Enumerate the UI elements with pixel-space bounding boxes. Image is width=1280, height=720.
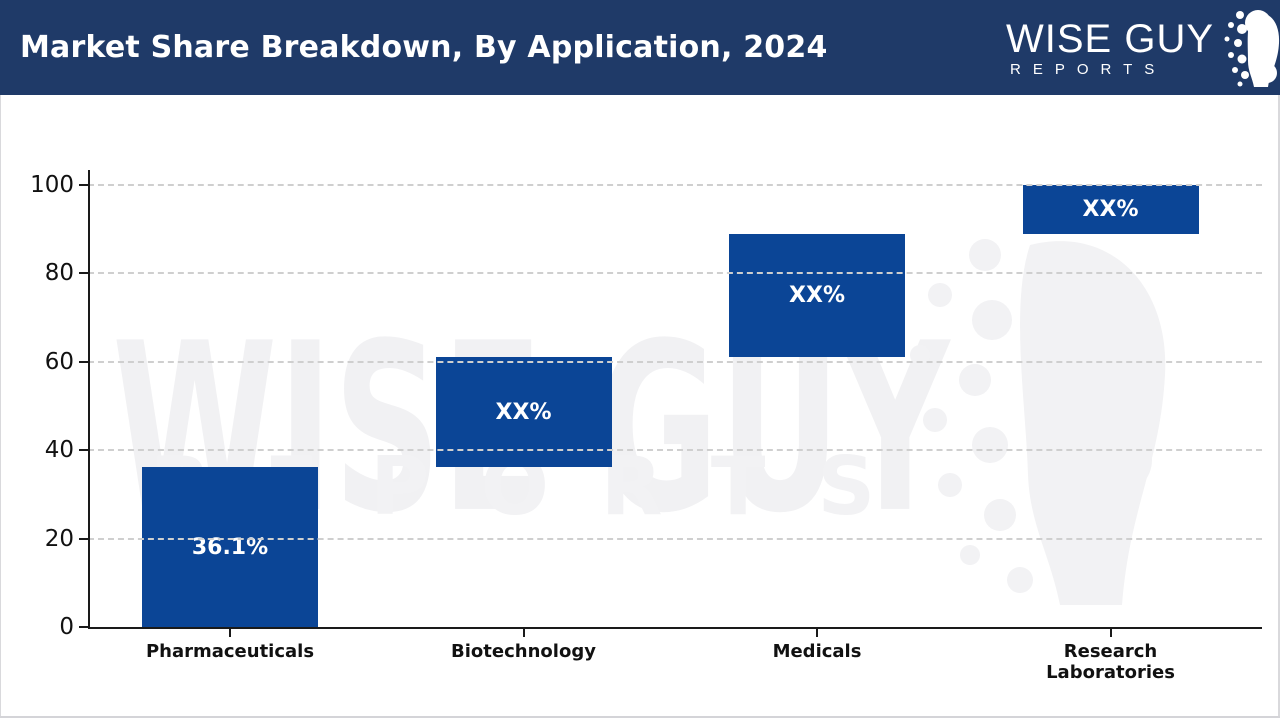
bar-medicals: XX%	[729, 233, 905, 358]
page-border-left	[0, 95, 1, 718]
y-tick-label: 100	[30, 172, 74, 198]
category-label: Research Laboratories	[1046, 641, 1175, 683]
y-tick-mark	[79, 626, 88, 628]
plot-area: WISE GUY REPORTS 0 20 40 60 80	[0, 95, 1280, 720]
y-tick-label: 20	[44, 525, 74, 552]
y-tick-label: 80	[44, 260, 74, 287]
bar-value-label: XX%	[789, 282, 845, 308]
y-tick-mark	[79, 184, 88, 186]
y-axis	[88, 170, 90, 629]
watermark-head-icon	[910, 239, 1166, 606]
page-border-right	[1278, 95, 1280, 718]
gridline-80	[88, 272, 1262, 275]
x-tick-mark	[1109, 629, 1112, 637]
wise-guy-head-icon	[1224, 10, 1280, 87]
logo-text: WISE GUY REPORTS	[1006, 18, 1214, 78]
bar-pharmaceuticals: 36.1%	[142, 467, 318, 627]
y-tick-mark	[79, 537, 88, 540]
logo-subtitle: REPORTS	[1010, 61, 1167, 78]
category-label: Biotechnology	[451, 641, 596, 662]
gridline-100	[88, 184, 1262, 186]
y-tick-label: 40	[44, 437, 74, 464]
y-tick-label: 0	[59, 614, 74, 640]
gridline-40	[88, 449, 1262, 452]
header-bar: Market Share Breakdown, By Application, …	[0, 0, 1280, 95]
category-label: Medicals	[772, 641, 862, 662]
wise-guy-logo: WISE GUY REPORTS	[1006, 6, 1280, 90]
chart-title: Market Share Breakdown, By Application, …	[20, 30, 828, 65]
gridline-20	[88, 537, 1262, 540]
bar-biotechnology: XX%	[435, 357, 612, 468]
x-tick-mark	[522, 629, 525, 637]
x-tick-mark	[816, 629, 818, 637]
y-tick-mark	[79, 449, 88, 452]
bar-value-label: XX%	[495, 399, 552, 425]
category-label: Pharmaceuticals	[145, 641, 315, 662]
page-border-bottom	[0, 716, 1280, 718]
logo-wordmark: WISE GUY	[1006, 17, 1215, 61]
x-tick-mark	[229, 629, 231, 637]
y-tick-mark	[79, 272, 88, 275]
y-tick-mark	[79, 360, 88, 363]
gridline-60	[88, 360, 1262, 363]
x-axis	[88, 627, 1262, 629]
y-tick-label: 60	[44, 348, 74, 375]
bar-value-label: XX%	[1082, 196, 1139, 222]
bar-research-laboratories: XX%	[1022, 185, 1199, 234]
